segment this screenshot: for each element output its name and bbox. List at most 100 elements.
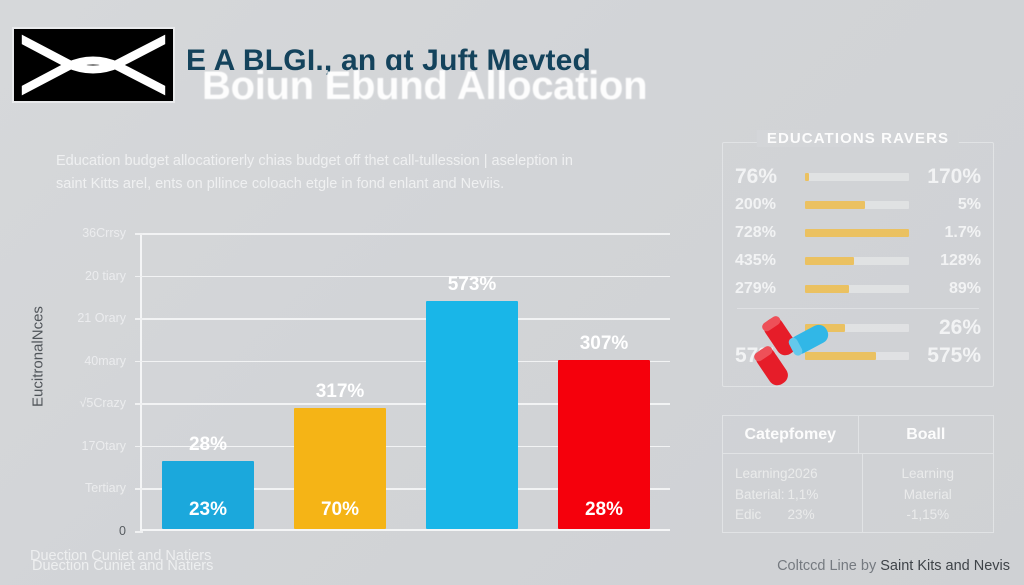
table-cell-value: Material (903, 486, 952, 502)
y-axis-tick-mark (135, 360, 143, 363)
panel-row-track (805, 173, 909, 181)
gridline (142, 275, 670, 278)
bar-inner-label: 23% (188, 499, 227, 520)
gridline (142, 233, 670, 235)
bar-value-label: 307% (579, 333, 629, 355)
gridline (142, 360, 670, 363)
table-column-right: Learning Material -1,15% (861, 454, 993, 532)
plot-area: 28% 23% 317% 70% 573% 307% 28% (135, 233, 670, 533)
panel-row-track (805, 257, 909, 265)
gridline (142, 445, 670, 448)
y-axis-tick-label: 20 tiary (85, 268, 126, 283)
table-cell-key: Edic (735, 507, 762, 523)
saint-kitts-nevis-flag-icon (12, 27, 175, 103)
bar-2[interactable] (293, 407, 387, 529)
panel-row-left-value: 200% (735, 196, 776, 213)
table-row: Baterial: 1,1% (735, 485, 850, 506)
panel-row-right-value: 26% (938, 316, 981, 339)
table-row: Edic 23% (735, 505, 850, 526)
y-axis-tick-label: √5Crazy (79, 396, 126, 411)
y-axis-tick-label: 0 (119, 524, 126, 538)
bar-inner-label: 28% (584, 499, 623, 520)
panel-row-track (805, 229, 909, 237)
y-axis-tick-mark (135, 233, 143, 235)
footer-left-caption: Duection Cuniet and Natiers (32, 558, 214, 574)
bar-group[interactable]: 307% 28% (557, 233, 651, 529)
panel-row-right-value: 575% (927, 344, 981, 367)
panel-row[interactable]: 279% 89% (723, 275, 993, 303)
footer-right-credit: Coltccd Line by Saint Kits and Nevis (777, 558, 1010, 574)
footer-credit-source: Saint Kits and Nevis (880, 558, 1010, 574)
panel-row[interactable]: 728% 1.7% (723, 219, 993, 247)
panel-row-fill (805, 324, 845, 332)
description-line-1: Education budget allocatiorerly chias bu… (56, 153, 573, 169)
bar-value-label: 28% (188, 433, 227, 455)
table-cell-value: Learning (901, 466, 955, 481)
panel-row[interactable]: 200% 5% (723, 191, 993, 219)
header: E A BLGI., an ɑt Juft Mevted Boiun Ebund… (0, 0, 1024, 128)
bar-group[interactable]: 317% 70% (293, 233, 387, 529)
y-axis-tick-label: 40mary (84, 353, 126, 368)
panel-row-fill (805, 257, 854, 265)
panel-row-left-value: 57% (735, 344, 778, 367)
panel-row-fill (805, 285, 849, 293)
bar-3[interactable] (425, 301, 519, 529)
y-axis-tick-mark (135, 403, 143, 405)
bar-1[interactable] (161, 460, 255, 529)
panel-row-fill (805, 173, 810, 181)
panel-row-track (805, 201, 909, 209)
table-cell-value: 23% (787, 507, 815, 523)
panel-row-fill (805, 352, 876, 360)
y-axis-tick-label: Tertiary (85, 481, 126, 496)
educations-ravers-panel: EDUCATIONS RAVERS 76% 170% 200% 5% 728% 1.7% 4… (722, 130, 994, 387)
table-cell-value: 1,1% (787, 486, 819, 502)
panel-row[interactable]: 26% (723, 314, 993, 342)
summary-table: Catepfomey Boall Learning 2026 Baterial: 1,… (722, 415, 994, 533)
panel-row-right-value: 5% (957, 196, 981, 213)
page-title: Boiun Ebund Allocation (202, 64, 648, 108)
panel-row-right-value: 170% (927, 165, 981, 188)
panel-row[interactable]: 57% 575% (723, 342, 993, 370)
footer-credit-prefix: Coltccd Line by (777, 558, 881, 574)
title-stack: E A BLGI., an ɑt Juft Mevted Boiun Ebund… (186, 24, 886, 114)
panel-row[interactable]: 76% 170% (723, 163, 993, 191)
y-axis-tick-labels: 36Crrsy 20 tiary 21 Orary 40mary √5Crazy 17Ot… (0, 226, 138, 538)
bar-4[interactable] (557, 360, 651, 529)
y-axis-tick-label: 36Crrsy (82, 226, 126, 240)
gridline (142, 318, 670, 320)
table-row: Learning 2026 (735, 464, 850, 485)
y-axis-tick-mark (135, 318, 143, 320)
y-axis-tick-mark (135, 445, 143, 448)
panel-row-right-value: 1.7% (944, 224, 981, 241)
panel-row-left-value: 435% (735, 252, 776, 269)
table-cell-key: Learning (735, 466, 788, 481)
table-header-cell: Boall (857, 416, 993, 454)
y-axis-tick-label: 21 Orary (77, 311, 126, 326)
table-header-row: Catepfomey Boall (723, 416, 993, 454)
bar-inner-label: 70% (320, 499, 359, 520)
panel-row[interactable]: 435% 128% (723, 247, 993, 275)
panel-row-list: 76% 170% 200% 5% 728% 1.7% 435% 128% 279% 89% 26% 5… (723, 163, 993, 370)
y-axis-tick-mark (135, 488, 143, 491)
panel-row-track (805, 324, 909, 332)
table-header-cell: Catepfomey (723, 416, 858, 454)
table-cell-value: 2026 (787, 466, 818, 481)
panel-divider (737, 308, 979, 309)
description-line-2: saint Kitts arel, ents on pllince coloac… (56, 176, 505, 193)
y-axis-tick-label: 17Otary (81, 438, 126, 453)
x-axis-title: Duection Cuniet and Natiers (30, 548, 212, 564)
bar-group[interactable]: 28% 23% (161, 233, 255, 529)
page-title-shadow: E A BLGI., an ɑt Juft Mevted (186, 44, 592, 77)
table-cell-value: -1,15% (906, 507, 950, 523)
panel-row-left-value: 279% (735, 280, 776, 297)
panel-row-track (805, 285, 909, 293)
bar-series: 28% 23% 317% 70% 573% 307% 28% (142, 233, 670, 529)
bar-group[interactable]: 573% (425, 233, 519, 529)
panel-title: EDUCATIONS RAVERS (756, 130, 960, 147)
panel-row-track (805, 352, 909, 360)
description-text: Education budget allocatiorerly chias bu… (56, 150, 646, 197)
panel-row-left-value: 728% (735, 224, 776, 241)
y-axis-tick-mark (135, 531, 143, 533)
bar-value-label: 317% (315, 380, 365, 402)
